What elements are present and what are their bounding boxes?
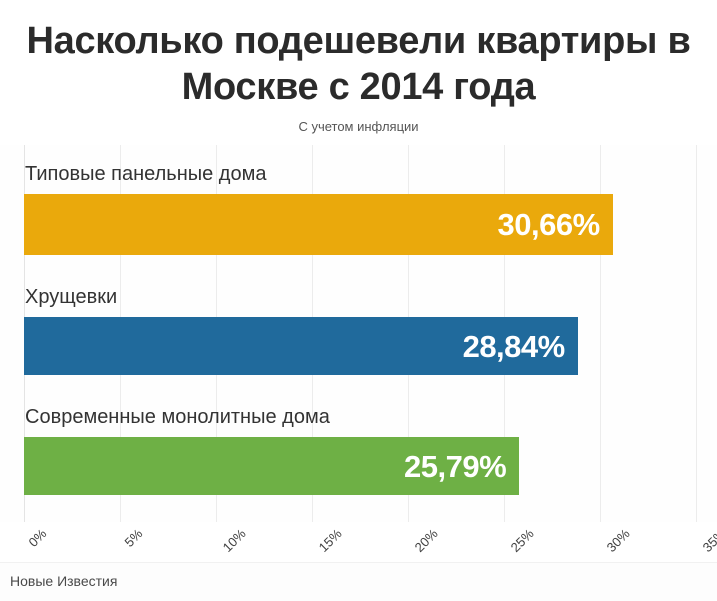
chart-subtitle: С учетом инфляции	[298, 119, 419, 134]
x-axis-tick-label: 15%	[315, 526, 345, 556]
x-axis-tick-label: 0%	[25, 526, 50, 550]
chart-header: Насколько подешевели квартиры в Москве с…	[0, 0, 717, 145]
x-axis-tick-label: 10%	[219, 526, 249, 556]
bar-category-label: Современные монолитные дома	[25, 406, 330, 428]
bar-category-label: Хрущевки	[25, 286, 118, 308]
bar[interactable]: 25,79%	[24, 437, 520, 495]
bar-value-label: 30,66%	[497, 207, 601, 242]
bar-category-label: Типовые панельные дома	[25, 163, 267, 185]
x-axis: 0% 5% 10% 15% 20% 25% 30% 35%	[0, 522, 717, 562]
x-axis-tick-label: 5%	[121, 526, 146, 550]
bar[interactable]: 28,84%	[24, 317, 578, 375]
x-axis-tick-label: 30%	[603, 526, 633, 556]
chart-footer: Новые Известия	[0, 562, 717, 601]
plot-area: Типовые панельные дома 30,66% Хрущевки 28,8…	[0, 145, 717, 522]
x-axis-tick-label: 20%	[411, 526, 441, 556]
x-axis-tick-label: 25%	[507, 526, 537, 556]
bar-value-label: 28,84%	[462, 328, 566, 364]
source-attribution: Новые Известия	[10, 573, 118, 589]
gridline	[696, 145, 697, 522]
x-axis-tick-label: 35%	[699, 526, 717, 556]
bar[interactable]: 30,66%	[24, 194, 613, 255]
page-title: Насколько подешевели квартиры в Москве с…	[26, 20, 691, 108]
bar-value-label: 25,79%	[404, 448, 507, 484]
